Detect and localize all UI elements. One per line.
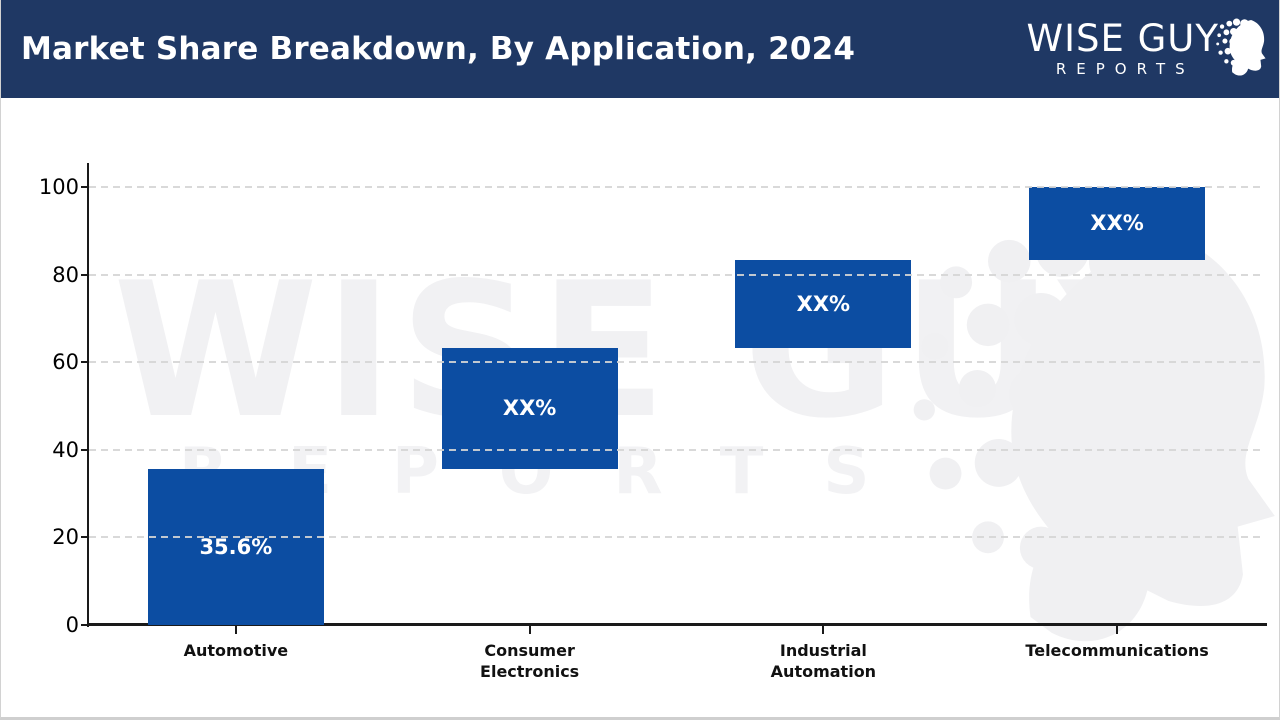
- y-tick-label: 40: [52, 437, 79, 462]
- y-tick-mark: [81, 273, 89, 276]
- y-tick-label: 20: [52, 525, 79, 550]
- x-axis-label-consumer-electronics: Consumer Electronics: [383, 640, 677, 682]
- x-axis-label-line: Telecommunications: [1025, 641, 1209, 660]
- gridline-40: [89, 448, 1264, 451]
- y-tick-mark: [81, 624, 89, 626]
- bar-telecommunications: XX%: [1029, 187, 1206, 260]
- x-tick-mark: [234, 626, 237, 634]
- y-tick-mark: [81, 536, 89, 539]
- gridline-20: [89, 536, 1264, 539]
- x-axis-label-industrial-automation: Industrial Automation: [677, 640, 971, 682]
- x-axis-label-line: Automotive: [183, 641, 289, 660]
- gridline-80: [89, 273, 1264, 276]
- header-bar: Market Share Breakdown, By Application, …: [1, 0, 1279, 98]
- x-axis-label-line: Industrial: [779, 641, 867, 660]
- y-tick-mark: [81, 186, 89, 188]
- x-axis-label-automotive: Automotive: [89, 640, 383, 661]
- x-tick-mark: [822, 626, 825, 634]
- y-tick-mark: [81, 448, 89, 451]
- x-tick-mark: [528, 626, 531, 634]
- x-axis-label-telecommunications: Telecommunications: [970, 640, 1264, 661]
- chart-title: Market Share Breakdown, By Application, …: [21, 31, 856, 67]
- bar-value-label-automotive: 35.6%: [199, 535, 273, 560]
- y-tick-mark: [81, 361, 89, 364]
- y-tick-label: 100: [38, 175, 79, 199]
- gridline-60: [89, 361, 1264, 364]
- logo-face-icon: [1216, 18, 1266, 76]
- x-axis-label-line: Consumer: [484, 641, 575, 660]
- logo-wordmark: WISE GUY: [1026, 17, 1219, 60]
- wiseguy-logo: WISE GUY REPORTS: [1027, 10, 1267, 88]
- x-axis-line: [87, 623, 1267, 626]
- gridline-100: [89, 186, 1264, 188]
- x-axis-label-line: Electronics: [480, 662, 580, 681]
- x-axis-label-line: Automation: [770, 662, 877, 681]
- bar-value-label-telecommunications: XX%: [1090, 211, 1144, 236]
- bar-automotive: 35.6%: [147, 469, 324, 625]
- bar-value-label-industrial-automation: XX%: [796, 291, 851, 316]
- x-tick-mark: [1116, 626, 1119, 634]
- y-axis-line: [87, 163, 89, 627]
- y-tick-label: 0: [65, 613, 79, 637]
- bar-consumer-electronics: XX%: [441, 347, 618, 470]
- y-tick-label: 80: [52, 262, 79, 287]
- y-tick-label: 60: [52, 350, 79, 375]
- logo-wordmark-block: WISE GUY REPORTS: [1027, 20, 1219, 78]
- bar-value-label-consumer-electronics: XX%: [502, 396, 557, 421]
- logo-subtext: REPORTS: [1055, 60, 1195, 78]
